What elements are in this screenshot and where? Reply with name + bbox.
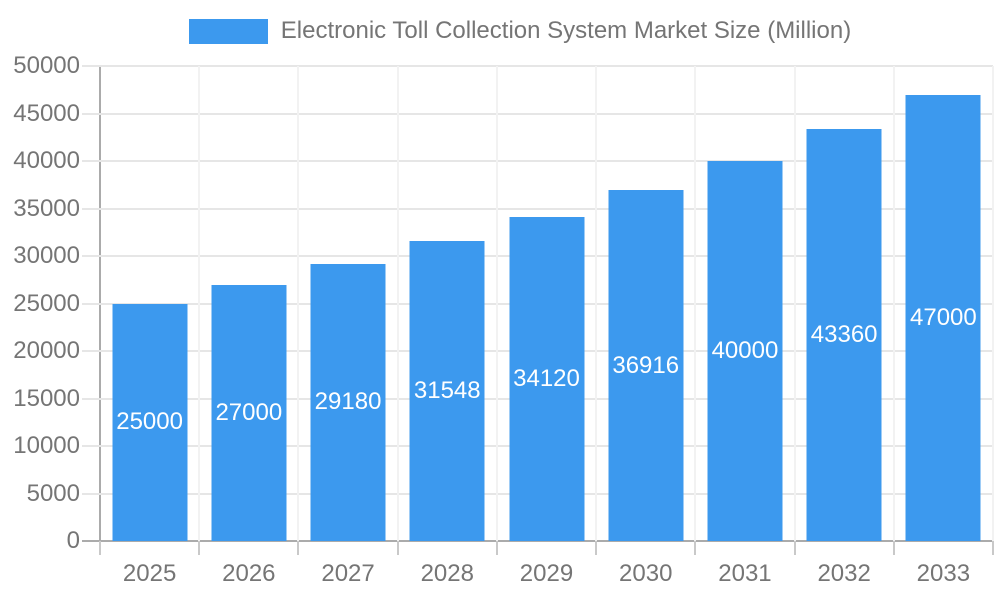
plot-area: 0 5000 10000 15000 20000 25000 30000 35000 40000…	[13, 52, 994, 587]
x-gridline	[992, 66, 994, 541]
y-gridline	[82, 112, 993, 115]
y-tick-label: 0	[66, 527, 80, 554]
x-tick-mark	[892, 541, 895, 555]
x-gridline	[793, 66, 796, 541]
x-tick-mark	[793, 541, 796, 555]
bar-value-label: 36916	[612, 351, 680, 379]
x-gridline	[892, 66, 895, 541]
x-tick-mark	[495, 541, 498, 555]
x-gridline	[595, 66, 598, 541]
bar-value-label: 25000	[116, 408, 183, 436]
y-gridline	[82, 207, 993, 210]
bar[interactable]: 27000	[211, 284, 287, 541]
y-tick-label: 35000	[13, 194, 80, 222]
bar[interactable]: 31548	[409, 241, 485, 541]
x-gridline	[396, 66, 399, 541]
y-axis-line	[99, 66, 101, 555]
legend-label: Electronic Toll Collection System Market…	[280, 17, 852, 44]
bar-value-label: 27000	[215, 398, 283, 426]
x-axis-line	[82, 540, 993, 542]
bar-value-label: 40000	[711, 337, 779, 364]
chart-legend[interactable]: Electronic Toll Collection System Market…	[40, 17, 1000, 45]
bar[interactable]: 34120	[509, 216, 584, 541]
x-tick-mark	[396, 541, 399, 555]
legend-swatch-icon	[188, 18, 268, 44]
x-tick-label: 2028	[420, 560, 474, 587]
bar-value-label: 34120	[513, 364, 580, 392]
x-tick-label: 2033	[916, 560, 971, 587]
y-tick-label: 45000	[13, 99, 80, 127]
y-tick-label: 10000	[13, 432, 80, 459]
x-tick-mark	[297, 541, 300, 555]
x-tick-label: 2026	[222, 560, 276, 587]
bar[interactable]: 25000	[112, 303, 188, 541]
y-tick-label: 25000	[13, 289, 80, 317]
y-tick-label: 5000	[26, 479, 80, 507]
x-gridline	[297, 66, 300, 541]
x-tick-mark	[99, 541, 101, 555]
x-gridline	[495, 66, 498, 541]
bar-value-label: 29180	[314, 388, 382, 416]
bar-value-label: 31548	[413, 377, 481, 405]
x-tick-label: 2032	[817, 560, 871, 587]
bar[interactable]: 43360	[806, 129, 882, 541]
x-tick-label: 2025	[122, 560, 177, 587]
x-gridline	[198, 66, 201, 541]
y-tick-label: 20000	[13, 337, 80, 364]
y-tick-label: 30000	[13, 242, 80, 269]
bar[interactable]: 36916	[608, 190, 684, 541]
y-tick-label: 40000	[13, 147, 80, 174]
x-tick-label: 2029	[519, 560, 574, 587]
x-gridline	[694, 66, 697, 541]
x-tick-mark	[992, 541, 994, 555]
x-tick-label: 2030	[619, 560, 673, 587]
bar[interactable]: 47000	[905, 94, 981, 541]
y-tick-label: 50000	[13, 52, 80, 79]
bar[interactable]: 29180	[310, 263, 386, 541]
x-tick-label: 2031	[718, 560, 772, 587]
x-tick-mark	[198, 541, 201, 555]
y-gridline	[82, 160, 993, 162]
x-tick-mark	[595, 541, 598, 555]
y-tick-label: 15000	[13, 384, 80, 412]
bar-value-label: 47000	[910, 303, 977, 331]
y-gridline	[82, 65, 993, 67]
bar-value-label: 43360	[810, 321, 878, 349]
x-tick-label: 2027	[321, 560, 375, 587]
bar[interactable]: 40000	[707, 161, 783, 541]
x-tick-mark	[694, 541, 697, 555]
